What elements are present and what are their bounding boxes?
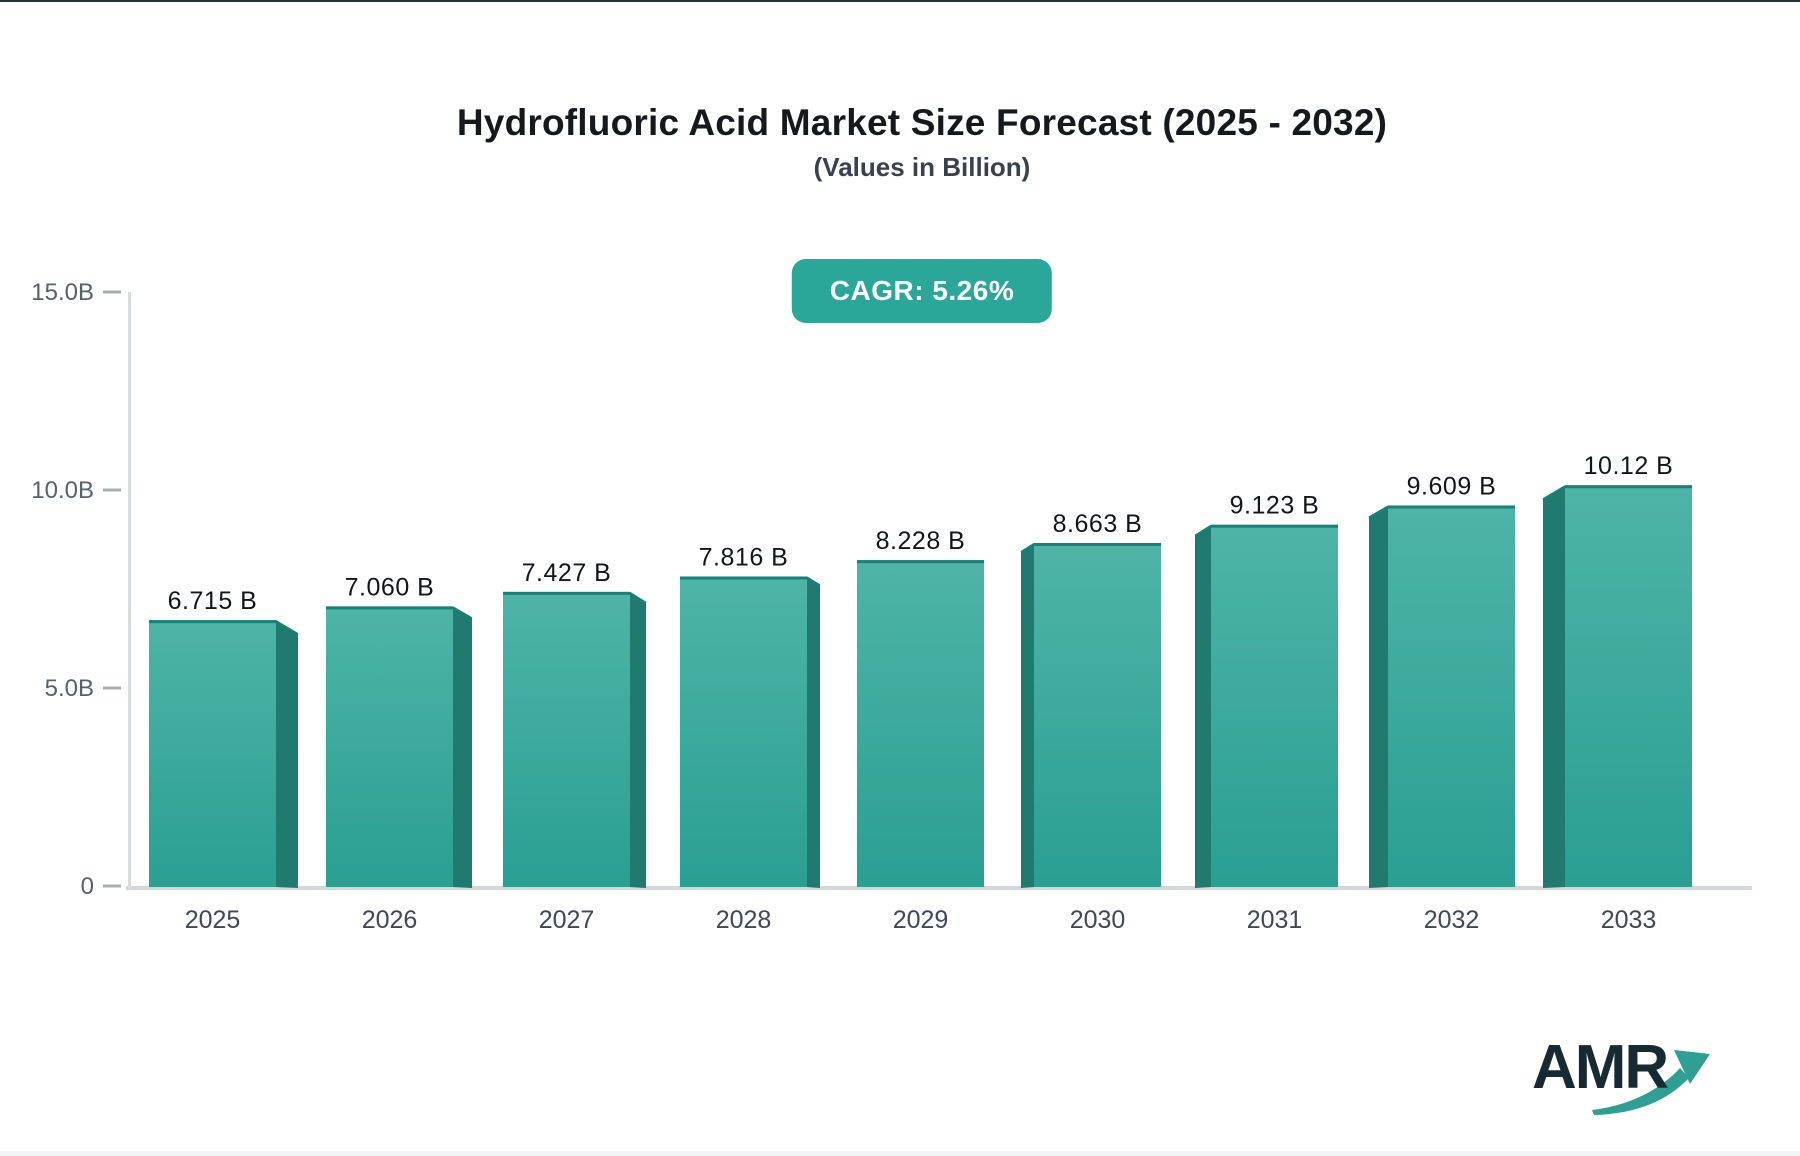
bar-group-2032: 9.609 B 2032 — [1368, 472, 1515, 934]
bar-value-label: 8.228 B — [876, 527, 966, 555]
x-tick-label: 2031 — [1247, 906, 1303, 934]
bar-group-2029: 8.228 B 2029 — [857, 527, 984, 934]
bar-value-label: 6.715 B — [168, 587, 258, 615]
x-tick-label: 2026 — [362, 906, 418, 934]
bar-value-label: 10.12 B — [1584, 452, 1674, 480]
bar-front-face — [1034, 542, 1161, 887]
bar-side-face — [453, 606, 472, 888]
y-tick-dash — [103, 290, 121, 294]
y-tick-dash — [103, 884, 121, 888]
bar-value-label: 7.427 B — [522, 559, 612, 587]
y-tick-dash — [103, 686, 121, 690]
growth-arrow-icon — [1592, 1050, 1710, 1115]
bar-front-face — [1388, 505, 1515, 887]
bar-top-side-edge — [1020, 543, 1035, 553]
bar-value-label: 9.609 B — [1407, 472, 1497, 500]
bar-side-face — [1021, 542, 1034, 888]
bar-front-face — [503, 591, 630, 887]
bar-front-face — [857, 560, 984, 887]
x-tick-label: 2032 — [1424, 906, 1480, 934]
bar-value-label: 8.663 B — [1053, 510, 1143, 538]
x-tick-label: 2029 — [893, 906, 949, 934]
y-axis-line — [128, 292, 131, 890]
bar-group-2025: 6.715 B 2025 — [149, 587, 299, 934]
bar-side-face — [1543, 485, 1565, 888]
bar-group-2028: 7.816 B 2028 — [680, 543, 821, 934]
bar-value-label: 7.816 B — [699, 543, 789, 571]
bar-front-face — [326, 606, 453, 887]
y-tick-label: 10.0B — [31, 477, 94, 504]
bar-top-side-edge — [806, 576, 821, 587]
bar-side-face — [1369, 505, 1388, 888]
amr-logo-text: AMR — [1532, 1033, 1669, 1102]
y-tick-label: 15.0B — [31, 279, 94, 306]
y-tick-label: 0 — [81, 873, 94, 900]
bar-group-2033: 10.12 B 2033 — [1542, 452, 1692, 934]
bar-front-face — [680, 576, 807, 887]
bar-group-2030: 8.663 B 2030 — [1020, 510, 1161, 934]
bar-value-label: 9.123 B — [1230, 492, 1320, 520]
amr-logo: AMR — [1528, 1032, 1718, 1122]
x-tick-label: 2030 — [1070, 906, 1126, 934]
chart-title: Hydrofluoric Acid Market Size Forecast (… — [456, 102, 1388, 143]
bar-group-2031: 9.123 B 2031 — [1194, 492, 1338, 934]
cagr-badge: CAGR: 5.26% — [791, 259, 1053, 323]
bar-front-face — [1211, 524, 1338, 887]
bar-value-label: 7.060 B — [345, 573, 435, 601]
bar-top-side-edge — [1368, 505, 1389, 519]
bar-side-face — [807, 576, 820, 888]
bar-top-side-edge — [1542, 485, 1566, 501]
bar-side-face — [1195, 524, 1211, 888]
bar-group-2026: 7.060 B 2026 — [326, 573, 473, 934]
chart-subtitle: (Values in Billion) — [813, 152, 1031, 182]
x-tick-label: 2025 — [185, 906, 241, 934]
bar-group-2027: 7.427 B 2027 — [503, 559, 647, 934]
bar-front-face — [149, 620, 276, 887]
bar-top-side-edge — [275, 620, 299, 635]
bar-top-side-edge — [1194, 524, 1212, 537]
bar-front-face — [1565, 485, 1692, 887]
bar-side-face — [276, 620, 298, 888]
bar-side-face — [630, 591, 646, 888]
x-axis-line — [126, 886, 1752, 890]
window-bottom-edge — [0, 1151, 1800, 1156]
x-tick-label: 2027 — [539, 906, 595, 934]
x-tick-label: 2028 — [716, 906, 772, 934]
x-tick-label: 2033 — [1601, 906, 1657, 934]
y-tick-label: 5.0B — [45, 675, 94, 702]
bar-top-side-edge — [629, 592, 647, 604]
bar-top-side-edge — [452, 606, 473, 620]
y-tick-dash — [103, 488, 121, 492]
